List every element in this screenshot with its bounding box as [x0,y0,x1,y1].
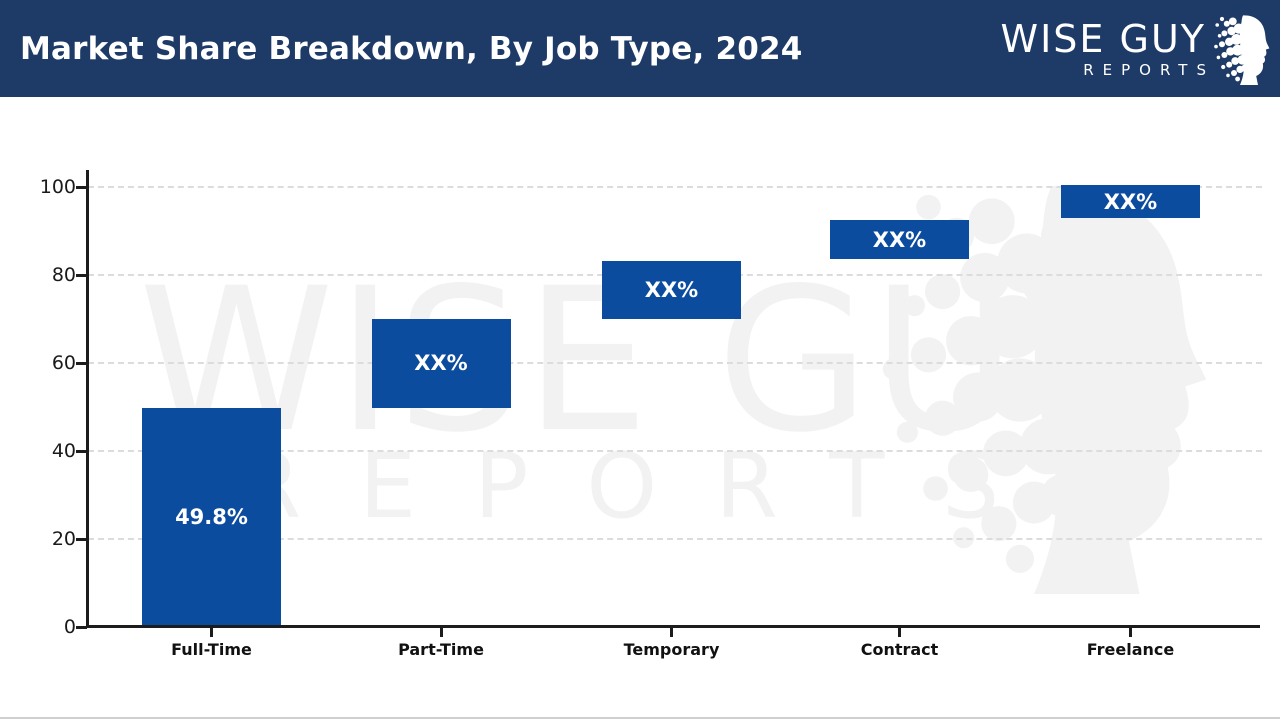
y-tick-label-80: 80 [51,264,76,286]
gridline-60 [88,362,1262,364]
header-bar: Market Share Breakdown, By Job Type, 202… [0,0,1280,97]
logo-wiseguy-label: WISE GUY [1000,16,1206,61]
gridline-100 [88,186,1262,188]
x-tick-mark-contract [898,628,901,637]
x-tick-mark-temporary [670,628,673,637]
logo-reports-label: REPORTS [1083,60,1215,79]
y-tick-mark-80 [76,274,87,277]
bar-value-label: XX% [644,277,699,302]
y-tick-mark-0 [76,626,87,629]
bottom-border [0,717,1280,719]
bar-value-label: 49.8% [175,505,248,530]
chart-title: Market Share Breakdown, By Job Type, 202… [20,30,803,67]
y-tick-label-40: 40 [51,440,76,462]
y-axis-line [86,170,89,628]
bar-temporary: XX% [602,260,741,319]
bar-value-label: XX% [872,227,927,252]
wiseguy-logo-text: WISE GUY REPORTS [1001,19,1206,79]
y-tick-label-60: 60 [51,352,76,374]
wiseguy-logo: WISE GUY REPORTS [1001,0,1270,97]
gridline-20 [88,538,1262,540]
y-tick-mark-40 [76,450,87,453]
bar-value-label: XX% [414,351,468,376]
x-axis-line [86,625,1260,628]
category-label-freelance: Freelance [1086,640,1175,659]
bar-value-label: XX% [1103,189,1158,214]
x-tick-mark-part-time [439,628,443,637]
bar-freelance: XX% [1061,185,1200,218]
wiseguy-face-icon [1210,9,1270,89]
category-label-temporary: Temporary [623,640,720,659]
bar-part-time: XX% [371,319,511,408]
y-tick-label-100: 100 [39,176,76,198]
x-tick-mark-freelance [1129,628,1132,637]
category-label-contract: Contract [860,640,939,659]
gridline-40 [88,450,1262,452]
y-tick-mark-20 [76,538,87,541]
category-label-part-time: Part-Time [398,640,484,659]
y-tick-label-0: 0 [63,616,76,638]
x-tick-mark-full-time [210,628,213,637]
bar-full-time: 49.8% [142,407,281,627]
bar-contract: XX% [830,220,969,260]
y-tick-mark-60 [76,362,87,365]
y-tick-mark-100 [76,186,87,189]
category-label-full-time: Full-Time [171,640,252,659]
y-tick-label-20: 20 [51,528,76,550]
